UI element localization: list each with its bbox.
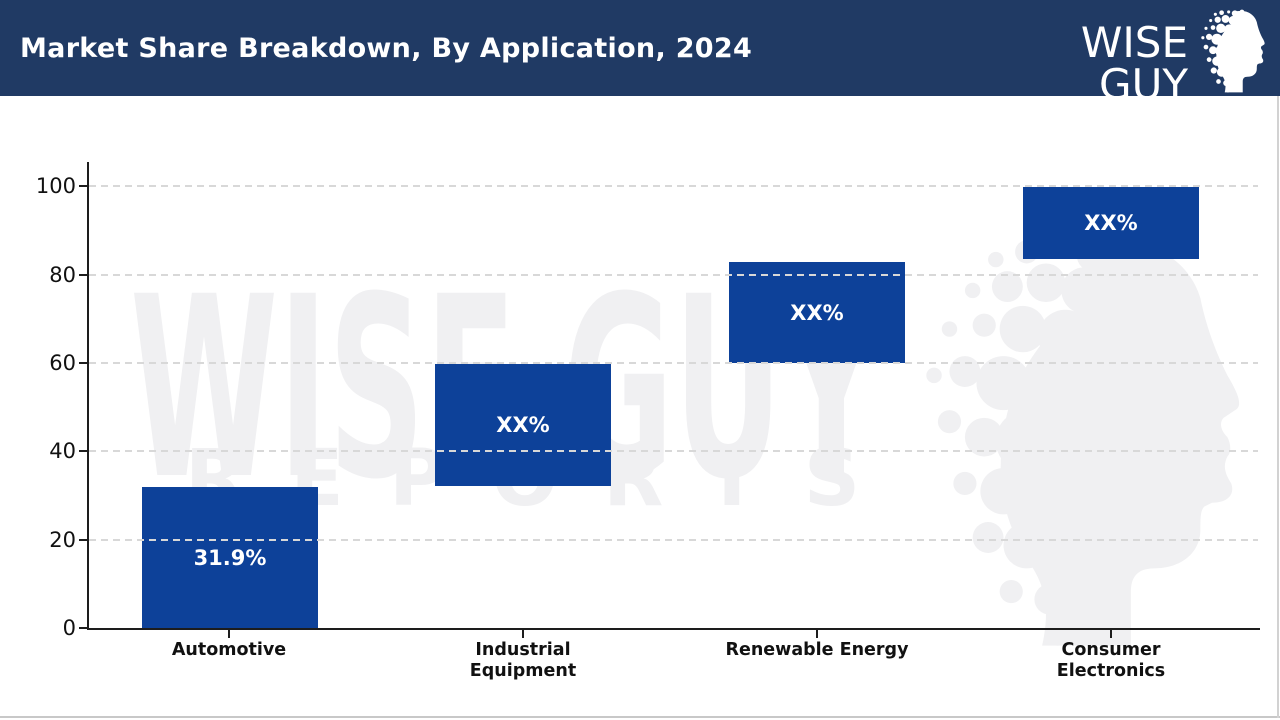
chart-title: Market Share Breakdown, By Application, … [20,32,753,64]
gridline-80 [89,274,1258,276]
x-tick [1110,630,1112,638]
y-tick [79,627,87,629]
bar-value-label: XX% [1084,211,1138,235]
gridline-40 [89,450,1258,452]
bar-renewable-energy: XX% [729,262,905,363]
y-tick-label: 80 [49,263,76,287]
gridline-100 [89,185,1258,187]
slide-bottom-border [0,716,1280,718]
bar-value-label: 31.9% [193,545,267,570]
brand-logo-text: WISE GUY REPORTS [1014,18,1188,126]
x-tick [816,630,818,638]
bar-automotive: 31.9% [142,487,318,628]
y-tick-label: 60 [49,351,76,375]
y-tick [79,185,87,187]
bar-value-label: XX% [496,413,550,437]
watermark-head-icon [880,228,1266,654]
y-tick [79,450,87,452]
category-label-consumer-electronics: Consumer Electronics [1056,640,1166,681]
x-axis-line [87,628,1260,630]
brand-subname: REPORTS [1056,109,1194,125]
y-tick [79,274,87,276]
brand-name: WISE GUY [1080,18,1188,109]
gridline-60 [89,362,1258,364]
x-tick [228,630,230,638]
x-tick [522,630,524,638]
category-label-renewable-energy: Renewable Energy [725,640,909,660]
y-axis-line [87,162,89,630]
y-tick [79,539,87,541]
y-tick-label: 100 [35,174,76,198]
slide-right-border [1277,96,1279,718]
category-label-industrial-equipment: Industrial Equipment [469,640,577,681]
brand-logo: WISE GUY REPORTS [1014,4,1274,125]
bar-value-label: XX% [790,300,844,325]
category-label-automotive: Automotive [171,640,287,660]
y-tick [79,362,87,364]
y-tick-label: 0 [62,616,76,640]
bar-consumer-electronics: XX% [1023,187,1199,259]
bar-industrial-equipment: XX% [435,364,611,486]
dotted-head-logo-icon [1190,8,1272,94]
y-tick-label: 20 [49,528,76,552]
y-tick-label: 40 [49,439,76,463]
gridline-20 [89,539,1258,541]
header-band: Market Share Breakdown, By Application, … [0,0,1280,125]
